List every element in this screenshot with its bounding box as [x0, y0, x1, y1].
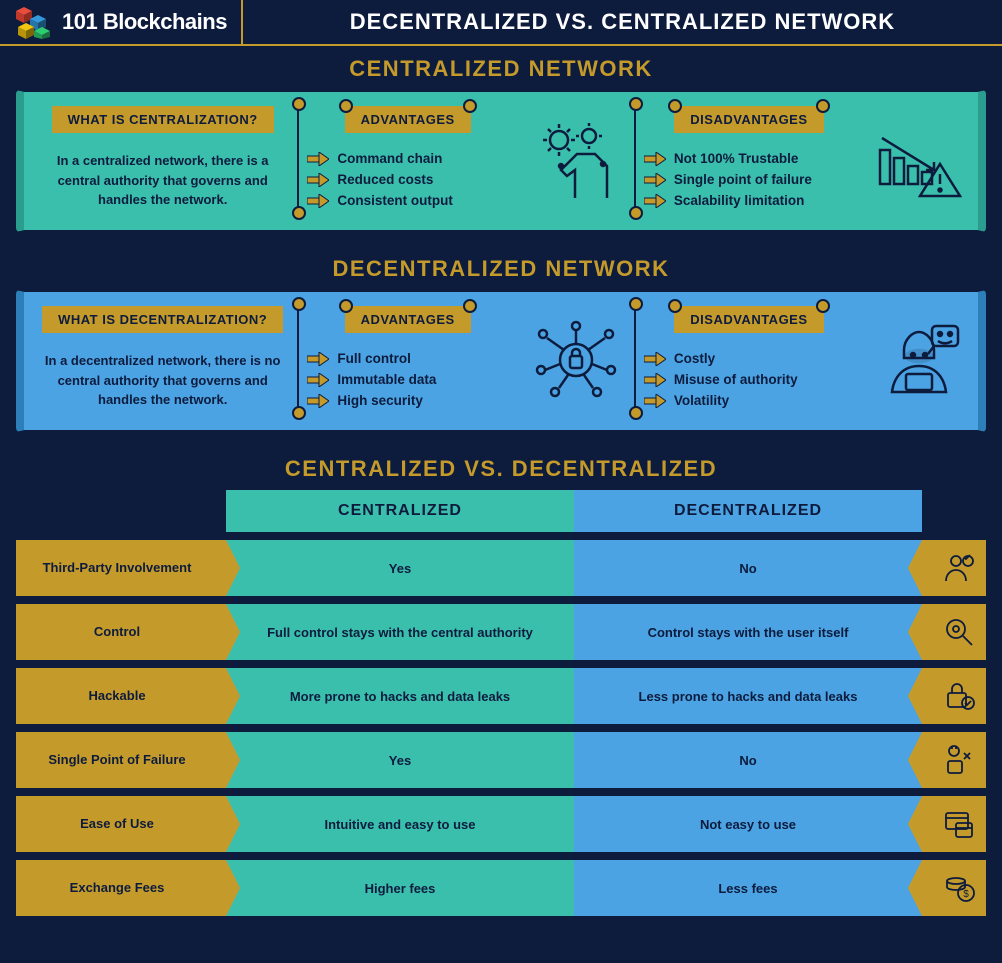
decentralized-section-title: DECENTRALIZED NETWORK [0, 246, 1002, 290]
arrow-icon [307, 152, 329, 166]
arrow-icon [307, 194, 329, 208]
cell: Less fees [574, 860, 922, 916]
arrow-icon [644, 394, 666, 408]
row-label: Hackable [16, 668, 226, 724]
page-title: DECENTRALIZED VS. CENTRALIZED NETWORK [241, 0, 1002, 44]
list-item: Command chain [337, 151, 442, 166]
col-header-centralized: CENTRALIZED [226, 490, 574, 532]
decentralized-def-badge: WHAT IS DECENTRALIZATION? [42, 306, 283, 333]
centralized-def-text: In a centralized network, there is a cen… [38, 145, 287, 210]
row-label: Third-Party Involvement [16, 540, 226, 596]
list-item: Scalability limitation [674, 193, 805, 208]
network-lock-icon [531, 320, 621, 400]
cell: Yes [226, 732, 574, 788]
svg-text:$: $ [963, 889, 969, 900]
cell: Higher fees [226, 860, 574, 916]
arrow-icon [307, 373, 329, 387]
centralized-adv-badge: ADVANTAGES [345, 106, 471, 133]
lock-icon [922, 668, 986, 724]
col-header-decentralized: DECENTRALIZED [574, 490, 922, 532]
arrow-icon [644, 373, 666, 387]
gears-hand-icon [531, 120, 621, 200]
arrow-icon [644, 194, 666, 208]
row-label: Control [16, 604, 226, 660]
decentralized-def-text: In a decentralized network, there is no … [38, 345, 287, 410]
cubes-icon [14, 5, 54, 39]
list-item: Single point of failure [674, 172, 812, 187]
hacker-icon [874, 320, 964, 400]
comparison-table: CENTRALIZED DECENTRALIZED Third-Party In… [16, 490, 986, 916]
arrow-icon [307, 173, 329, 187]
header: 101 Blockchains DECENTRALIZED VS. CENTRA… [0, 0, 1002, 46]
centralized-panel: WHAT IS CENTRALIZATION? In a centralized… [16, 90, 986, 232]
ease-icon [922, 796, 986, 852]
arrow-icon [644, 173, 666, 187]
brand-name: 101 Blockchains [62, 9, 227, 35]
row-label: Single Point of Failure [16, 732, 226, 788]
list-item: Misuse of authority [674, 372, 798, 387]
control-icon [922, 604, 986, 660]
declining-chart-icon [874, 120, 964, 200]
cell: No [574, 540, 922, 596]
cell: No [574, 732, 922, 788]
arrow-icon [307, 352, 329, 366]
failure-icon [922, 732, 986, 788]
third-party-icon [922, 540, 986, 596]
decentralized-panel: WHAT IS DECENTRALIZATION? In a decentral… [16, 290, 986, 432]
centralized-def-badge: WHAT IS CENTRALIZATION? [52, 106, 274, 133]
cell: More prone to hacks and data leaks [226, 668, 574, 724]
cell: Intuitive and easy to use [226, 796, 574, 852]
brand-logo: 101 Blockchains [0, 0, 241, 44]
centralized-dis-badge: DISADVANTAGES [674, 106, 823, 133]
decentralized-adv-badge: ADVANTAGES [345, 306, 471, 333]
fees-icon: $ [922, 860, 986, 916]
arrow-icon [307, 394, 329, 408]
centralized-section-title: CENTRALIZED NETWORK [0, 46, 1002, 90]
list-item: Reduced costs [337, 172, 433, 187]
list-item: Not 100% Trustable [674, 151, 799, 166]
row-label: Exchange Fees [16, 860, 226, 916]
arrow-icon [644, 152, 666, 166]
cell: Control stays with the user itself [574, 604, 922, 660]
list-item: Full control [337, 351, 411, 366]
list-item: Immutable data [337, 372, 436, 387]
cell: Not easy to use [574, 796, 922, 852]
cell: Full control stays with the central auth… [226, 604, 574, 660]
arrow-icon [644, 352, 666, 366]
list-item: High security [337, 393, 423, 408]
decentralized-dis-badge: DISADVANTAGES [674, 306, 823, 333]
compare-title: CENTRALIZED VS. DECENTRALIZED [0, 446, 1002, 490]
list-item: Volatility [674, 393, 729, 408]
cell: Yes [226, 540, 574, 596]
list-item: Costly [674, 351, 715, 366]
list-item: Consistent output [337, 193, 452, 208]
cell: Less prone to hacks and data leaks [574, 668, 922, 724]
row-label: Ease of Use [16, 796, 226, 852]
